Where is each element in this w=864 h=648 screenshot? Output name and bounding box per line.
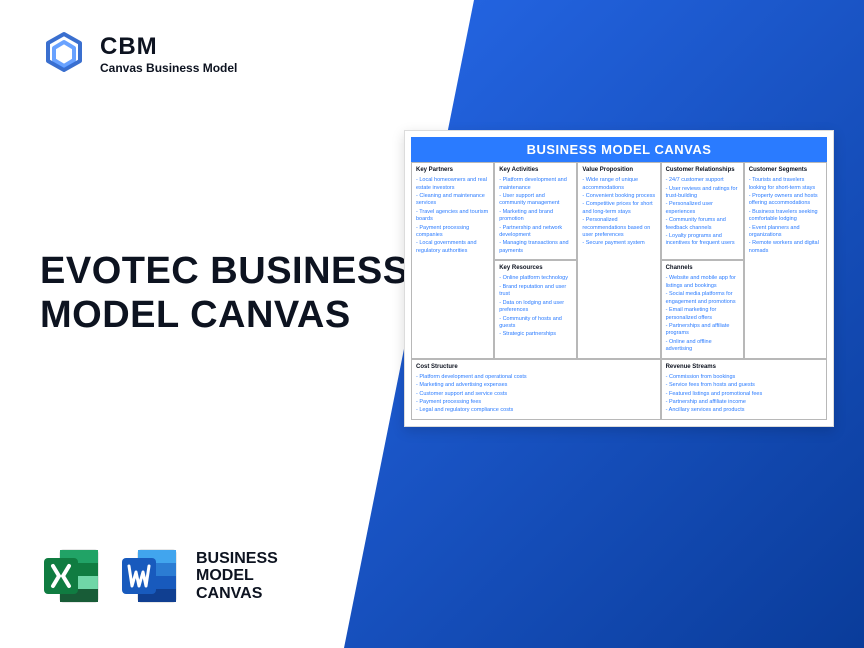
canvas-card: BUSINESS MODEL CANVAS Key Partners Local… bbox=[404, 130, 834, 427]
list-item: Social media platforms for engagement an… bbox=[666, 291, 739, 306]
list-item: Event planners and organizations bbox=[749, 225, 822, 240]
block-key-partners: Key Partners Local homeowners and real e… bbox=[411, 162, 494, 359]
list-item: Partnership and affiliate income bbox=[666, 399, 822, 406]
list-item: Ancillary services and products bbox=[666, 407, 822, 414]
logo-sub-text: Canvas Business Model bbox=[100, 61, 237, 75]
excel-icon bbox=[40, 544, 104, 608]
heading-key-partners: Key Partners bbox=[416, 166, 489, 174]
list-item: Legal and regulatory compliance costs bbox=[416, 407, 656, 414]
list-item: Strategic partnerships bbox=[499, 331, 572, 338]
list-item: Convenient booking process bbox=[582, 193, 655, 200]
heading-customer-segments: Customer Segments bbox=[749, 166, 822, 174]
heading-channels: Channels bbox=[666, 264, 739, 272]
list-item: Property owners and hosts offering accom… bbox=[749, 193, 822, 208]
list-item: Platform development and maintenance bbox=[499, 177, 572, 192]
list-item: Local governments and regulatory authori… bbox=[416, 240, 489, 255]
list-item: Tourists and travelers looking for short… bbox=[749, 177, 822, 192]
block-value-proposition: Value Proposition Wide range of unique a… bbox=[577, 162, 660, 359]
list-item: Loyalty programs and incentives for freq… bbox=[666, 233, 739, 248]
list-item: Email marketing for personalized offers bbox=[666, 307, 739, 322]
list-item: Personalized user experiences bbox=[666, 201, 739, 216]
block-cost-structure: Cost Structure Platform development and … bbox=[411, 359, 661, 420]
canvas-title: BUSINESS MODEL CANVAS bbox=[411, 137, 827, 162]
list-item: Local homeowners and real estate investo… bbox=[416, 177, 489, 192]
heading-cost-structure: Cost Structure bbox=[416, 363, 656, 371]
heading-customer-relationships: Customer Relationships bbox=[666, 166, 739, 174]
list-item: Competitive prices for short and long-te… bbox=[582, 201, 655, 216]
block-customer-segments: Customer Segments Tourists and travelers… bbox=[744, 162, 827, 359]
list-item: Cleaning and maintenance services bbox=[416, 193, 489, 208]
block-channels: Channels Website and mobile app for list… bbox=[661, 260, 744, 358]
list-item: Managing transactions and payments bbox=[499, 240, 572, 255]
list-item: Secure payment system bbox=[582, 240, 655, 247]
list-item: Community forums and feedback channels bbox=[666, 217, 739, 232]
list-item: Featured listings and promotional fees bbox=[666, 391, 822, 398]
list-item: Payment processing companies bbox=[416, 225, 489, 240]
apps-label: BUSINESS MODEL CANVAS bbox=[196, 550, 278, 603]
list-item: Marketing and brand promotion bbox=[499, 209, 572, 224]
list-item: Payment processing fees bbox=[416, 399, 656, 406]
logo-block: CBM Canvas Business Model bbox=[40, 30, 237, 78]
list-item: Online and offline advertising bbox=[666, 339, 739, 354]
list-item: 24/7 customer support bbox=[666, 177, 739, 184]
list-item: Travel agencies and tourism boards bbox=[416, 209, 489, 224]
canvas-grid: Key Partners Local homeowners and real e… bbox=[411, 162, 827, 420]
list-item: Remote workers and digital nomads bbox=[749, 240, 822, 255]
list-item: Personalized recommendations based on us… bbox=[582, 217, 655, 239]
list-item: Business travelers seeking comfortable l… bbox=[749, 209, 822, 224]
list-item: Commission from bookings bbox=[666, 374, 822, 381]
list-item: Partnerships and affiliate programs bbox=[666, 323, 739, 338]
heading-value-proposition: Value Proposition bbox=[582, 166, 655, 174]
list-item: Customer support and service costs bbox=[416, 391, 656, 398]
list-item: Partnership and network development bbox=[499, 225, 572, 240]
list-item: Data on lodging and user preferences bbox=[499, 300, 572, 315]
block-revenue-streams: Revenue Streams Commission from bookings… bbox=[661, 359, 827, 420]
heading-key-activities: Key Activities bbox=[499, 166, 572, 174]
heading-revenue-streams: Revenue Streams bbox=[666, 363, 822, 371]
list-item: User support and community management bbox=[499, 193, 572, 208]
cbm-logo-icon bbox=[40, 30, 88, 78]
word-icon bbox=[118, 544, 182, 608]
logo-main-text: CBM bbox=[100, 33, 237, 61]
block-key-activities: Key Activities Platform development and … bbox=[494, 162, 577, 260]
page-title-block: EVOTEC BUSINESS MODEL CANVAS bbox=[40, 250, 420, 337]
list-item: Wide range of unique accommodations bbox=[582, 177, 655, 192]
list-item: Online platform technology bbox=[499, 275, 572, 282]
list-item: Platform development and operational cos… bbox=[416, 374, 656, 381]
app-icons-block: BUSINESS MODEL CANVAS bbox=[40, 544, 278, 608]
list-item: Service fees from hosts and guests bbox=[666, 382, 822, 389]
block-customer-relationships: Customer Relationships 24/7 customer sup… bbox=[661, 162, 744, 260]
list-item: Website and mobile app for listings and … bbox=[666, 275, 739, 290]
heading-key-resources: Key Resources bbox=[499, 264, 572, 272]
list-item: User reviews and ratings for trust-build… bbox=[666, 186, 739, 201]
page-title: EVOTEC BUSINESS MODEL CANVAS bbox=[40, 250, 420, 337]
block-key-resources: Key Resources Online platform technology… bbox=[494, 260, 577, 358]
list-item: Marketing and advertising expenses bbox=[416, 382, 656, 389]
list-item: Community of hosts and guests bbox=[499, 316, 572, 331]
list-item: Brand reputation and user trust bbox=[499, 284, 572, 299]
